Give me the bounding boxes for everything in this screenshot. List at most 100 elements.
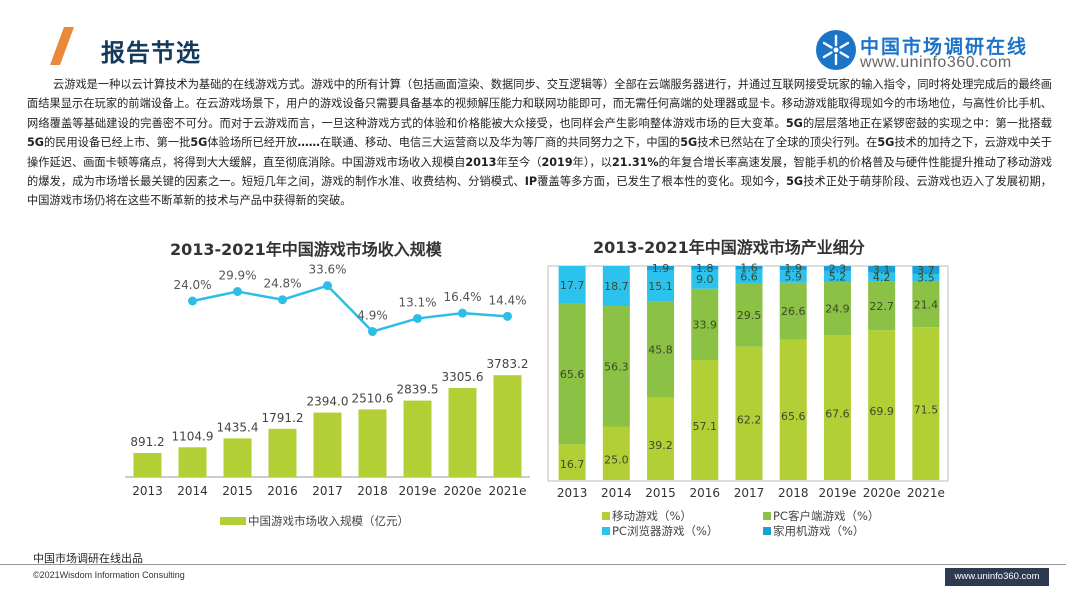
growth-rate-label: 24.8% [263, 277, 301, 291]
bar-value-label: 1791.2 [262, 411, 304, 425]
paragraph-run: 技术的加持之下，云游戏中关于操作延迟、画面卡顿等痛点，将得到大大缓解，直至彻底消… [27, 136, 1052, 169]
segment-value-label: 26.6 [781, 305, 806, 318]
bar-value-label: 2839.5 [397, 383, 439, 397]
segment-bar [868, 281, 896, 331]
segment-chart-title: 2013-2021年中国游戏市场产业细分 [593, 238, 865, 257]
logo-name: 中国市场调研在线 [860, 36, 1029, 58]
segment-value-label: 5.2 [829, 270, 847, 283]
revenue-bar [313, 412, 342, 477]
paragraph-run: 云游戏是一种以云计算技术为基础的在线游戏方式。游戏中的所有计算（包括画面渲染、数… [27, 78, 1052, 130]
x-tick-label: 2014 [177, 484, 208, 498]
revenue-bar [223, 438, 252, 477]
segment-bar [779, 339, 807, 480]
intro-paragraph: 云游戏是一种以云计算技术为基础的在线游戏方式。游戏中的所有计算（包括画面渲染、数… [27, 75, 1052, 211]
segment-bar [823, 270, 851, 283]
segment-bar [735, 283, 763, 347]
segment-value-label: 67.6 [825, 408, 850, 421]
segment-value-label: 65.6 [560, 368, 585, 381]
paragraph-bold-run: 21.31% [612, 155, 659, 169]
page-title: 报告节选 [101, 39, 201, 67]
segment-value-label: 56.3 [604, 360, 629, 373]
segment-bar [602, 306, 630, 427]
paragraph-bold-run: 5G [786, 175, 804, 189]
segment-value-label: 24.9 [825, 303, 850, 316]
segment-value-label: 71.5 [914, 404, 939, 417]
segment-bar [558, 303, 586, 445]
x-tick-label: 2018 [357, 484, 388, 498]
segment-bar [691, 269, 719, 289]
legend-label: 家用机游戏（%） [773, 524, 864, 538]
x-tick-label: 2017 [312, 484, 343, 498]
segment-value-label: 57.1 [693, 420, 718, 433]
segment-value-label: 29.5 [737, 309, 762, 322]
footer-divider [0, 564, 1066, 565]
segment-bar [647, 301, 675, 398]
segment-value-label: 69.9 [869, 405, 894, 418]
x-tick-label: 2021e [489, 484, 527, 498]
segment-value-label: 39.2 [648, 439, 673, 452]
bar-value-label: 1104.9 [172, 429, 214, 443]
footer-producer: 中国市场调研在线出品 [33, 552, 143, 565]
growth-rate-label: 29.9% [218, 269, 256, 283]
segment-value-label: 62.2 [737, 413, 762, 426]
growth-rate-label: 13.1% [398, 295, 436, 309]
legend-swatch [602, 527, 610, 535]
footer-copyright: ©2021Wisdom Information Consulting [33, 570, 185, 580]
bar-value-label: 891.2 [130, 435, 164, 449]
revenue-chart: 891.2 2013 1104.9 2014 1435.4 2015 1791.2 2016 2… [125, 263, 530, 528]
segment-bar [823, 282, 851, 336]
legend-swatch [763, 527, 771, 535]
growth-rate-label: 14.4% [488, 293, 526, 307]
x-tick-label: 2015 [645, 486, 676, 500]
legend-swatch [763, 512, 771, 520]
bar-value-label: 2394.0 [307, 395, 349, 409]
paragraph-bold-run: …… [297, 136, 320, 150]
x-tick-label: 2019e [399, 484, 437, 498]
revenue-bar [178, 447, 207, 477]
revenue-bar [133, 453, 162, 477]
segment-value-label: 45.8 [648, 344, 673, 357]
segment-value-label: 9.0 [696, 273, 714, 286]
paragraph-bold-run: 2019 [541, 155, 573, 169]
growth-rate-label: 24.0% [173, 278, 211, 292]
x-tick-label: 2017 [734, 486, 765, 500]
bar-value-label: 3783.2 [487, 357, 529, 371]
revenue-bar [448, 388, 477, 477]
segment-bar [558, 444, 586, 480]
bar-value-label: 2510.6 [352, 391, 394, 405]
revenue-bar [493, 375, 522, 477]
x-tick-label: 2020e [863, 486, 901, 500]
segment-value-label: 21.4 [914, 298, 939, 311]
paragraph-bold-run: 5G [877, 136, 895, 150]
x-tick-label: 2021e [907, 486, 945, 500]
segment-value-label: 1.8 [696, 262, 714, 275]
paragraph-bold-run: 5G [785, 116, 803, 130]
growth-rate-label: 16.4% [443, 290, 481, 304]
segment-bar [912, 281, 940, 328]
paragraph-run: 年），以 [572, 155, 613, 169]
paragraph-bold-run: 2013 [465, 155, 497, 169]
x-tick-label: 2019e [818, 486, 856, 500]
x-tick-label: 2014 [601, 486, 632, 500]
x-tick-label: 2020e [444, 484, 482, 498]
segment-value-label: 3.5 [917, 272, 935, 285]
x-tick-label: 2013 [557, 486, 588, 500]
footer-url-badge[interactable]: www.uninfo360.com [945, 568, 1049, 586]
legend-swatch-revenue [220, 517, 246, 525]
revenue-chart-title: 2013-2021年中国游戏市场收入规模 [170, 240, 442, 259]
growth-rate-point [233, 287, 242, 297]
legend-label: PC浏览器游戏（%） [612, 524, 718, 538]
growth-rate-label: 33.6% [308, 263, 346, 277]
paragraph-run: 覆盖等多方面，已发生了根本性的变化。现如今， [537, 175, 787, 189]
paragraph-run: 在联通、移动、电信三大运营商以及华为等厂商的共同努力之下，中国的 [319, 136, 681, 150]
paragraph-run: 的层层落地正在紧锣密鼓的实现之中：第一批搭载 [802, 116, 1052, 130]
segment-bar [779, 266, 807, 271]
segment-value-label: 2.3 [829, 262, 847, 275]
paragraph-run: 年至今（ [496, 155, 542, 169]
x-tick-label: 2013 [132, 484, 163, 498]
growth-rate-point [413, 313, 422, 323]
x-tick-label: 2016 [267, 484, 298, 498]
segment-bar [691, 288, 719, 360]
segment-bar [779, 282, 807, 340]
segment-bar [823, 266, 851, 271]
